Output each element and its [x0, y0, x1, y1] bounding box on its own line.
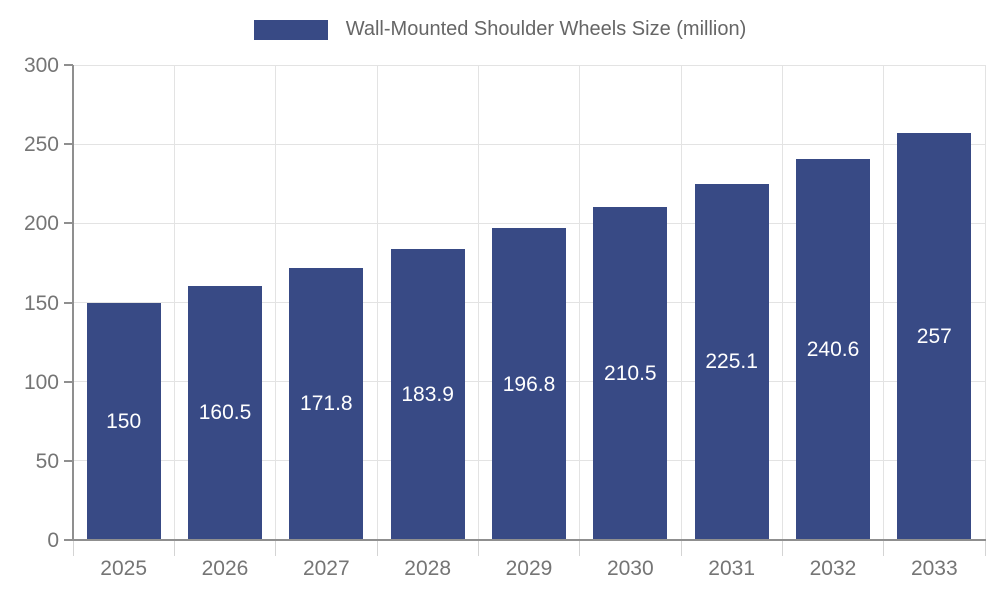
x-axis-tick-label-2031: 2031 [708, 557, 756, 580]
gridline-horizontal [73, 143, 985, 145]
x-axis-tick [984, 540, 986, 556]
bar-value-label: 171.8 [300, 392, 353, 416]
bar-value-label: 150 [106, 409, 142, 433]
y-axis-tick [64, 459, 73, 462]
gridline-vertical [781, 65, 783, 540]
x-axis-tick-label-2027: 2027 [302, 557, 350, 580]
x-axis-tick [173, 540, 175, 556]
y-axis-tick [64, 301, 73, 304]
bar-2031[interactable]: 225.1 [694, 183, 769, 540]
gridline-vertical [883, 65, 885, 540]
bar-value-label: 240.6 [806, 338, 860, 362]
gridline-vertical [173, 65, 175, 540]
x-axis-tick [376, 540, 378, 556]
bar-2030[interactable]: 210.5 [593, 206, 668, 540]
y-axis-line [72, 65, 74, 540]
y-axis-tick-label: 50 [35, 449, 59, 473]
y-axis-tick-label: 100 [23, 370, 59, 394]
x-axis-tick-label-2025: 2025 [100, 557, 148, 580]
bar-2027[interactable]: 171.8 [289, 267, 364, 540]
bar-2032[interactable]: 240.6 [796, 159, 870, 540]
gridline-vertical [579, 65, 581, 540]
gridline-vertical [275, 65, 277, 540]
x-axis-tick-label-2029: 2029 [505, 557, 553, 580]
gridline-vertical [477, 65, 479, 540]
y-axis-tick-label: 150 [23, 291, 59, 315]
gridline-vertical [376, 65, 378, 540]
x-axis-tick [680, 540, 682, 556]
bar-2028[interactable]: 183.9 [390, 248, 465, 540]
x-axis-tick [72, 540, 74, 556]
y-axis-tick-label: 200 [23, 212, 59, 236]
legend-label: Wall-Mounted Shoulder Wheels Size (milli… [345, 18, 747, 40]
bar-2025[interactable]: 150 [86, 302, 161, 540]
y-axis-tick-label: 300 [23, 54, 59, 77]
y-axis-tick [64, 539, 73, 541]
legend[interactable]: Wall-Mounted Shoulder Wheels Size (milli… [0, 18, 1000, 41]
gridline-vertical [680, 65, 682, 540]
gridline-horizontal [73, 64, 985, 66]
y-axis-tick-label: 0 [47, 529, 59, 552]
gridline-vertical [984, 65, 986, 540]
bar-value-label: 225.1 [705, 350, 758, 374]
x-axis-tick-label-2028: 2028 [404, 557, 452, 580]
y-axis-tick [64, 64, 73, 66]
bar-2029[interactable]: 196.8 [492, 228, 566, 540]
bar-2033[interactable]: 257 [897, 133, 972, 540]
bar-value-label: 160.5 [198, 401, 252, 425]
x-axis-tick-label-2030: 2030 [606, 557, 654, 580]
x-axis-tick-label-2033: 2033 [910, 557, 958, 580]
bar-value-label: 210.5 [604, 361, 657, 385]
y-axis-tick [64, 222, 73, 225]
x-axis-tick [275, 540, 277, 556]
y-axis-tick [64, 380, 73, 383]
x-axis-tick [883, 540, 885, 556]
bar-2026[interactable]: 160.5 [188, 285, 262, 540]
bar-value-label: 196.8 [502, 372, 556, 396]
x-axis-tick-label-2026: 2026 [201, 557, 249, 580]
y-axis-tick [64, 143, 73, 146]
bar-value-label: 257 [916, 325, 952, 349]
x-axis-tick [579, 540, 581, 556]
x-axis-tick [477, 540, 479, 556]
bar-value-label: 183.9 [401, 382, 454, 406]
y-axis-tick-label: 250 [23, 133, 59, 157]
x-axis-tick [781, 540, 783, 556]
x-axis-tick-label-2032: 2032 [809, 557, 857, 580]
legend-swatch [253, 19, 328, 40]
